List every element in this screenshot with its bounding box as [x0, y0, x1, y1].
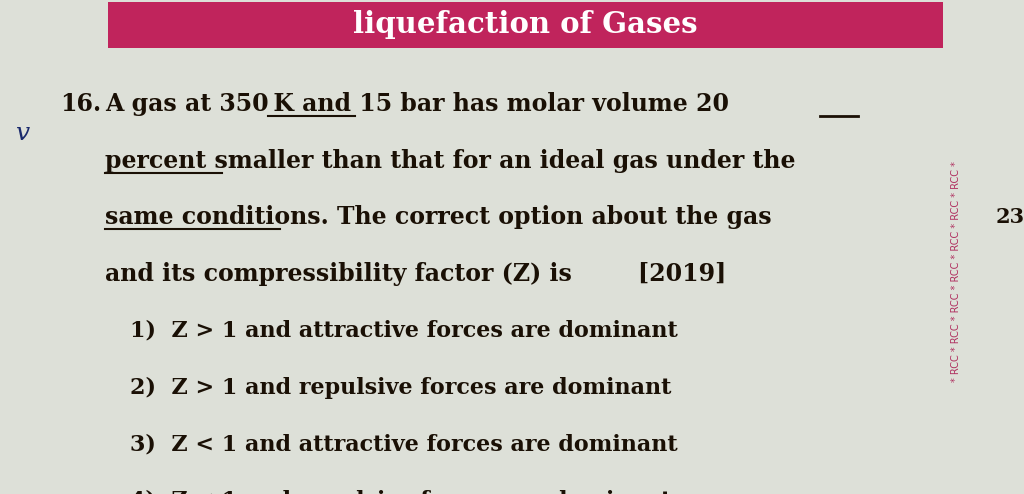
Text: percent smaller than that for an ideal gas under the: percent smaller than that for an ideal g…: [105, 149, 796, 172]
Text: liquefaction of Gases: liquefaction of Gases: [353, 10, 697, 40]
Text: same conditions. The correct option about the gas: same conditions. The correct option abou…: [105, 206, 772, 229]
Bar: [108, 2, 943, 48]
Text: 3)  Z < 1 and attractive forces are dominant: 3) Z < 1 and attractive forces are domin…: [130, 434, 678, 455]
Text: v: v: [15, 122, 29, 145]
Text: A gas at 350 K and 15 bar has molar volume 20: A gas at 350 K and 15 bar has molar volu…: [105, 92, 729, 116]
Text: 2)  Z > 1 and repulsive forces are dominant: 2) Z > 1 and repulsive forces are domina…: [130, 377, 672, 399]
Text: and its compressibility factor (Z) is        [2019]: and its compressibility factor (Z) is [2…: [105, 262, 726, 286]
Text: * RCC * RCC * RCC * RCC * RCC * RCC * RCC *: * RCC * RCC * RCC * RCC * RCC * RCC * RC…: [951, 161, 961, 382]
Text: 16.: 16.: [60, 92, 101, 116]
Text: 4)  Z < 1 and repulsive forces are dominant: 4) Z < 1 and repulsive forces are domina…: [130, 491, 672, 494]
Text: 1)  Z > 1 and attractive forces are dominant: 1) Z > 1 and attractive forces are domin…: [130, 320, 678, 342]
Text: 23.: 23.: [996, 207, 1024, 227]
Bar: [942, 48, 982, 494]
